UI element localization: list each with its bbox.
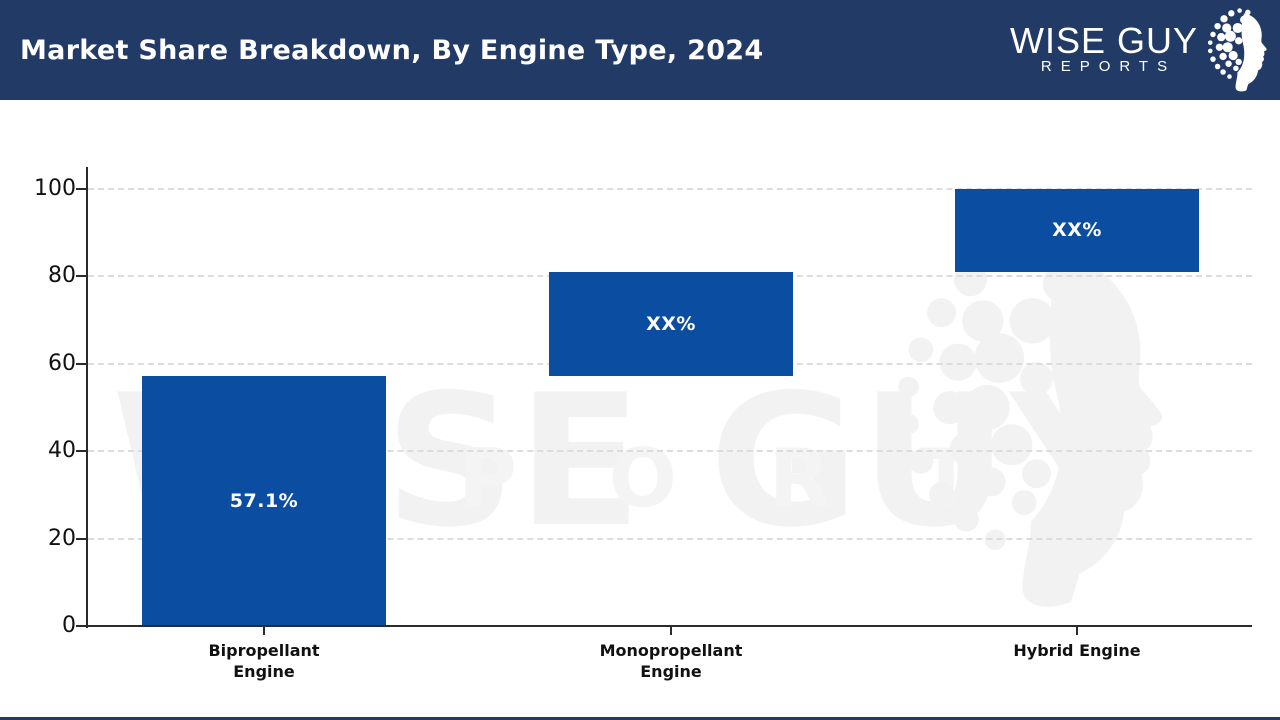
y-tick-mark bbox=[76, 187, 88, 190]
footer-strip bbox=[0, 717, 1280, 720]
x-category-label-hybrid-engine: Hybrid Engine bbox=[1013, 641, 1141, 660]
x-axis bbox=[86, 625, 1252, 627]
gridline-100 bbox=[88, 187, 1252, 190]
dotted-head-icon bbox=[1207, 8, 1267, 92]
logo-text: WISE GUY REPORTS bbox=[1009, 20, 1198, 76]
wise-guy-reports-logo: WISE GUY REPORTS bbox=[1010, 7, 1280, 93]
y-tick-label: 80 bbox=[48, 263, 76, 289]
y-tick-mark bbox=[76, 275, 88, 278]
chart-title: Market Share Breakdown, By Engine Type, … bbox=[20, 34, 764, 66]
x-category-label-monopropellant-engine: Monopropellant Engine bbox=[599, 641, 743, 681]
gridline-40 bbox=[88, 450, 1252, 453]
watermark-head-icon bbox=[898, 232, 1163, 607]
y-tick-label: 0 bbox=[62, 613, 76, 638]
bar-value-label: XX% bbox=[1052, 219, 1102, 242]
header-bar: Market Share Breakdown, By Engine Type, … bbox=[0, 0, 1280, 100]
bar-value-label: 57.1% bbox=[229, 490, 299, 513]
y-tick-label: 40 bbox=[48, 438, 76, 464]
y-tick-label: 100 bbox=[34, 175, 76, 201]
x-tick-mark bbox=[1076, 627, 1078, 635]
gridline-20 bbox=[88, 537, 1252, 540]
bar-monopropellant-engine: XX% bbox=[549, 271, 793, 377]
y-tick-label: 60 bbox=[48, 350, 76, 376]
x-category-label-bipropellant-engine: Bipropellant Engine bbox=[208, 641, 320, 681]
bar-bipropellant-engine: 57.1% bbox=[142, 376, 386, 626]
x-tick-mark bbox=[670, 627, 672, 635]
y-tick-mark bbox=[76, 450, 88, 453]
bar-value-label: XX% bbox=[646, 313, 696, 336]
x-tick-mark bbox=[263, 627, 265, 635]
bar-hybrid-engine: XX% bbox=[955, 188, 1199, 272]
logo-subtitle: REPORTS bbox=[1040, 58, 1177, 75]
y-tick-mark bbox=[76, 625, 88, 627]
y-tick-mark bbox=[76, 362, 88, 365]
y-axis bbox=[86, 167, 88, 628]
y-tick-mark bbox=[76, 537, 88, 540]
logo-wordmark: WISE GUY bbox=[1009, 20, 1198, 61]
y-tick-label: 20 bbox=[48, 525, 76, 551]
